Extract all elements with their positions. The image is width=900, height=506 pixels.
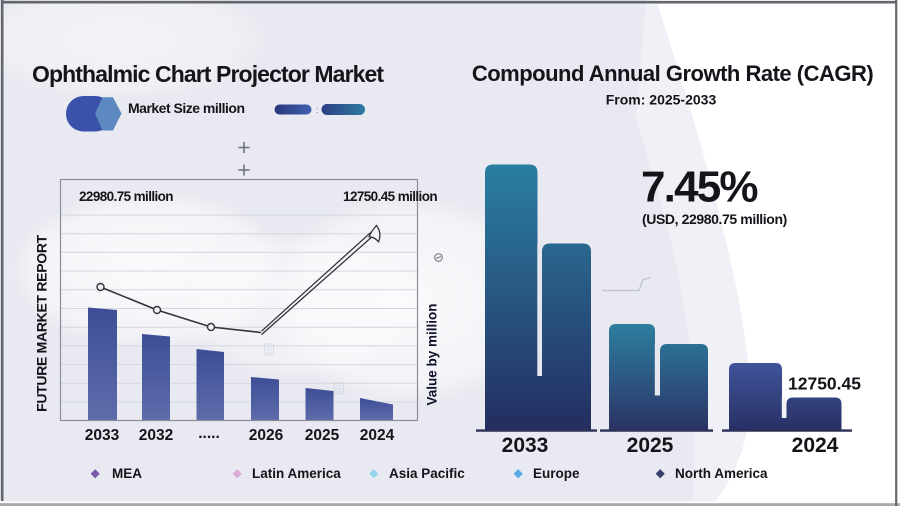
svg-text:2026: 2026 bbox=[249, 427, 284, 444]
svg-text:FUTURE MARKET REPORT: FUTURE MARKET REPORT bbox=[34, 234, 50, 412]
svg-text:Asia Pacific: Asia Pacific bbox=[389, 466, 465, 481]
svg-text:12750.45 million: 12750.45 million bbox=[343, 189, 437, 204]
svg-text:Latin America: Latin America bbox=[252, 466, 341, 481]
svg-text:2025: 2025 bbox=[627, 434, 674, 457]
svg-text:2032: 2032 bbox=[139, 427, 173, 444]
svg-text:(USD, 22980.75 million): (USD, 22980.75 million) bbox=[642, 211, 787, 227]
svg-text:2024: 2024 bbox=[360, 427, 395, 444]
svg-text:Value by million: Value by million bbox=[425, 303, 440, 405]
svg-text:12750.45: 12750.45 bbox=[788, 374, 861, 394]
svg-text:7.45%: 7.45% bbox=[641, 163, 757, 212]
svg-text:22980.75 million: 22980.75 million bbox=[79, 189, 173, 204]
svg-text:Compound Annual Growth Rate (C: Compound Annual Growth Rate (CAGR) bbox=[472, 61, 874, 86]
svg-text:From: 2025-2033: From: 2025-2033 bbox=[606, 92, 717, 108]
svg-text:Market Size million: Market Size million bbox=[128, 100, 245, 116]
svg-text:Europe: Europe bbox=[533, 466, 580, 481]
svg-text:2033: 2033 bbox=[502, 434, 549, 457]
svg-text:MEA: MEA bbox=[112, 466, 142, 481]
svg-text:2024: 2024 bbox=[792, 434, 839, 457]
svg-text:2033: 2033 bbox=[85, 427, 120, 444]
svg-text:Ophthalmic Chart Projector Mar: Ophthalmic Chart Projector Market bbox=[32, 61, 384, 87]
svg-text:North America: North America bbox=[675, 466, 768, 481]
svg-text:2025: 2025 bbox=[305, 427, 340, 444]
svg-text::: : bbox=[316, 106, 318, 115]
svg-text:.....: ..... bbox=[198, 425, 220, 442]
